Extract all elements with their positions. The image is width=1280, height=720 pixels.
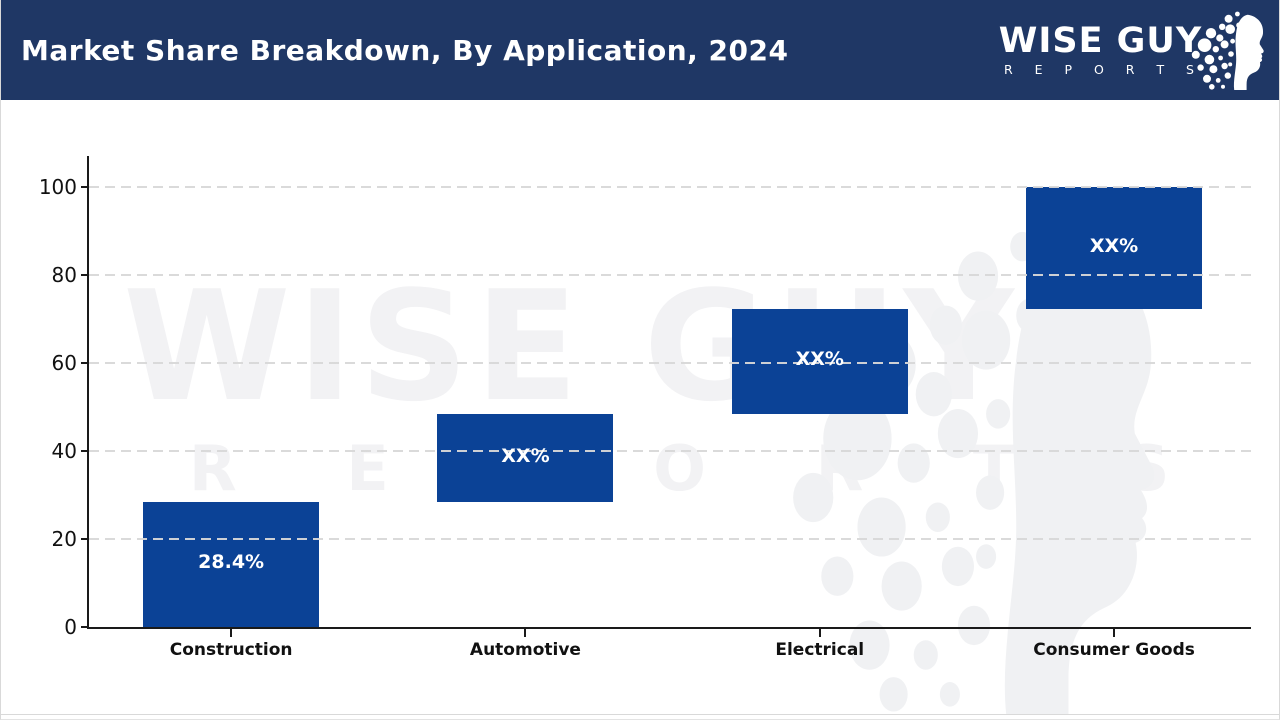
watermark-reports-text: R E P O R T S	[189, 432, 1214, 505]
gridline-40	[89, 449, 1251, 452]
bar-label-consumer-goods: XX%	[1089, 234, 1139, 257]
x-tick-label-construction: Construction	[169, 640, 293, 660]
y-tick-label-20: 20	[51, 526, 77, 551]
x-tick-label-electrical: Electrical	[775, 640, 865, 660]
bar-construction	[143, 501, 320, 627]
y-tick-label-60: 60	[51, 350, 77, 375]
bar-label-electrical: XX%	[795, 348, 844, 371]
y-tick-40	[81, 449, 89, 452]
y-tick-0	[81, 626, 89, 628]
y-tick-label-80: 80	[51, 262, 77, 287]
bottom-divider	[1, 714, 1279, 715]
page-title: Market Share Breakdown, By Application, …	[21, 34, 789, 67]
y-tick-20	[81, 537, 89, 540]
gridline-60	[89, 361, 1251, 364]
bar-label-automotive: XX%	[501, 444, 550, 467]
y-tick-80	[81, 273, 89, 276]
x-tick-label-automotive: Automotive	[469, 640, 581, 660]
bar-consumer-goods	[1026, 186, 1203, 310]
header-bar: Market Share Breakdown, By Application, …	[1, 0, 1279, 100]
brand-subtitle: R E P O R T S	[1003, 62, 1203, 78]
y-tick-60	[81, 361, 89, 364]
x-tick-label-consumer-goods: Consumer Goods	[1033, 640, 1195, 660]
y-tick-100	[81, 185, 89, 188]
bar-automotive	[437, 413, 614, 502]
y-axis-line	[87, 156, 89, 629]
gridline-80	[89, 273, 1251, 276]
gridline-20	[89, 537, 1251, 540]
y-tick-label-40: 40	[51, 438, 77, 463]
y-tick-label-100: 100	[38, 174, 77, 199]
x-tick-electrical	[818, 629, 821, 637]
x-tick-consumer-goods	[1113, 629, 1116, 637]
x-tick-construction	[230, 629, 233, 637]
x-tick-automotive	[524, 629, 527, 637]
brand-logo: WISE GUY R E P O R T S	[998, 6, 1267, 94]
brand-name: WISE GUY	[998, 20, 1203, 61]
brand-logo-text: WISE GUY R E P O R T S	[998, 20, 1203, 78]
x-axis-line	[87, 627, 1251, 629]
bar-electrical	[731, 309, 908, 414]
gridline-100	[89, 185, 1251, 188]
bar-label-construction: 28.4%	[198, 551, 265, 574]
y-tick-label-0: 0	[64, 615, 77, 639]
